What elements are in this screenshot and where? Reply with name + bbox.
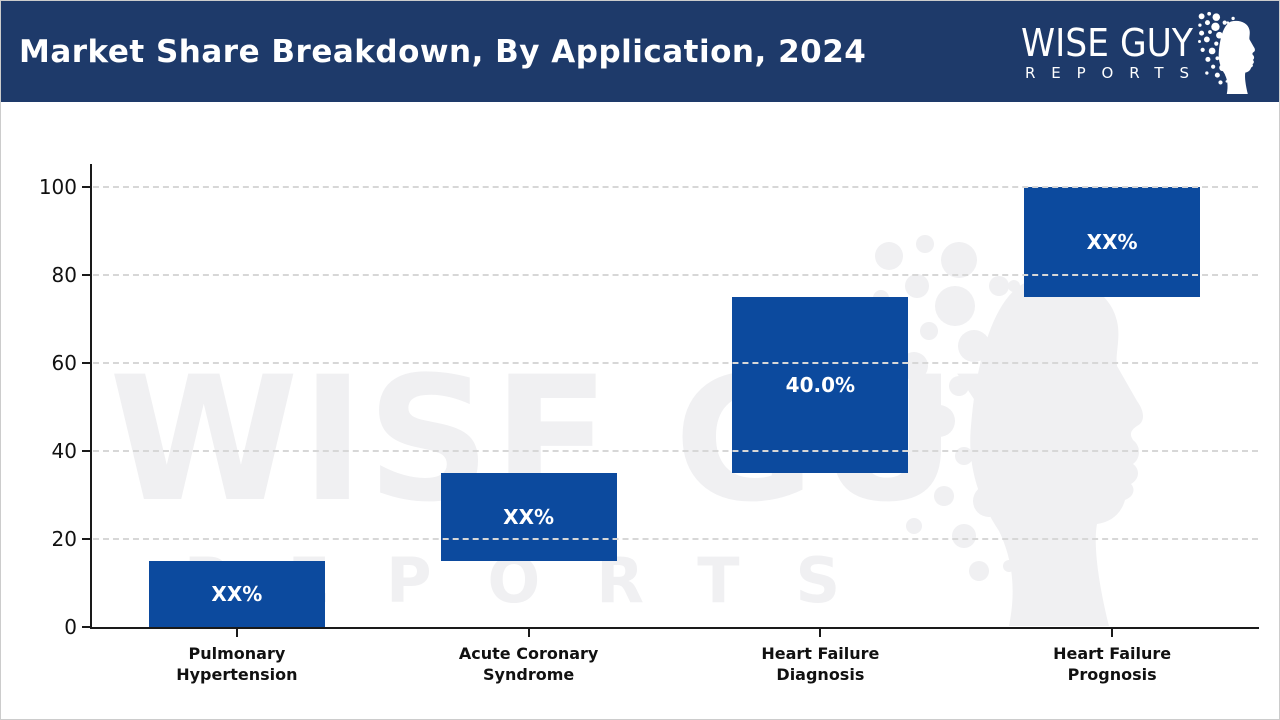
bar-4: XX% xyxy=(1024,187,1201,297)
logo-wordmark: WISE GUY xyxy=(1021,21,1194,65)
x-tick-2 xyxy=(527,629,530,637)
y-tick-label-20: 20 xyxy=(51,527,77,551)
gridline-20 xyxy=(93,538,1258,540)
x-tick-4 xyxy=(1111,629,1114,637)
category-label-1: Pulmonary Hypertension xyxy=(176,644,298,685)
y-tick-label-60: 60 xyxy=(51,351,77,375)
y-tick-40 xyxy=(82,450,91,452)
y-tick-label-100: 100 xyxy=(38,175,77,199)
chart-title: Market Share Breakdown, By Application, … xyxy=(19,33,867,70)
x-tick-1 xyxy=(235,629,238,637)
y-tick-60 xyxy=(82,362,91,364)
y-tick-80 xyxy=(82,274,91,276)
bar-2: XX% xyxy=(440,473,617,561)
gridline-100 xyxy=(93,186,1258,188)
category-label-4: Heart Failure Prognosis xyxy=(1053,644,1172,685)
logo-head-icon xyxy=(1198,11,1255,94)
bar-3: 40.0% xyxy=(732,297,909,473)
gridline-40 xyxy=(93,450,1258,452)
y-axis-line xyxy=(90,164,92,629)
logo-subtext: REPORTS xyxy=(1025,64,1189,82)
gridline-80 xyxy=(93,274,1258,276)
wise-guy-reports-logo: WISE GUY REPORTS xyxy=(1021,11,1255,94)
y-tick-label-80: 80 xyxy=(51,263,77,287)
bar-value-label: XX% xyxy=(503,505,555,529)
y-tick-20 xyxy=(82,538,91,540)
x-tick-3 xyxy=(819,629,822,637)
y-tick-label-0: 0 xyxy=(64,615,77,639)
category-label-2: Acute Coronary Syndrome xyxy=(458,644,599,685)
y-tick-0 xyxy=(82,626,91,628)
bar-1: XX% xyxy=(148,561,325,627)
bar-value-label: XX% xyxy=(1086,230,1138,254)
chart-plot-area: WISE GUY REPORTS 0 20 40 60 80 100 XX% Pulmonar… xyxy=(1,102,1279,719)
y-tick-label-40: 40 xyxy=(51,439,77,463)
header-bar: Market Share Breakdown, By Application, … xyxy=(1,1,1279,102)
bar-value-label: XX% xyxy=(211,582,263,606)
bar-value-label: 40.0% xyxy=(785,373,856,397)
category-label-3: Heart Failure Diagnosis xyxy=(761,644,880,685)
x-axis-line xyxy=(90,627,1259,629)
gridline-60 xyxy=(93,362,1258,364)
y-tick-100 xyxy=(82,186,91,188)
